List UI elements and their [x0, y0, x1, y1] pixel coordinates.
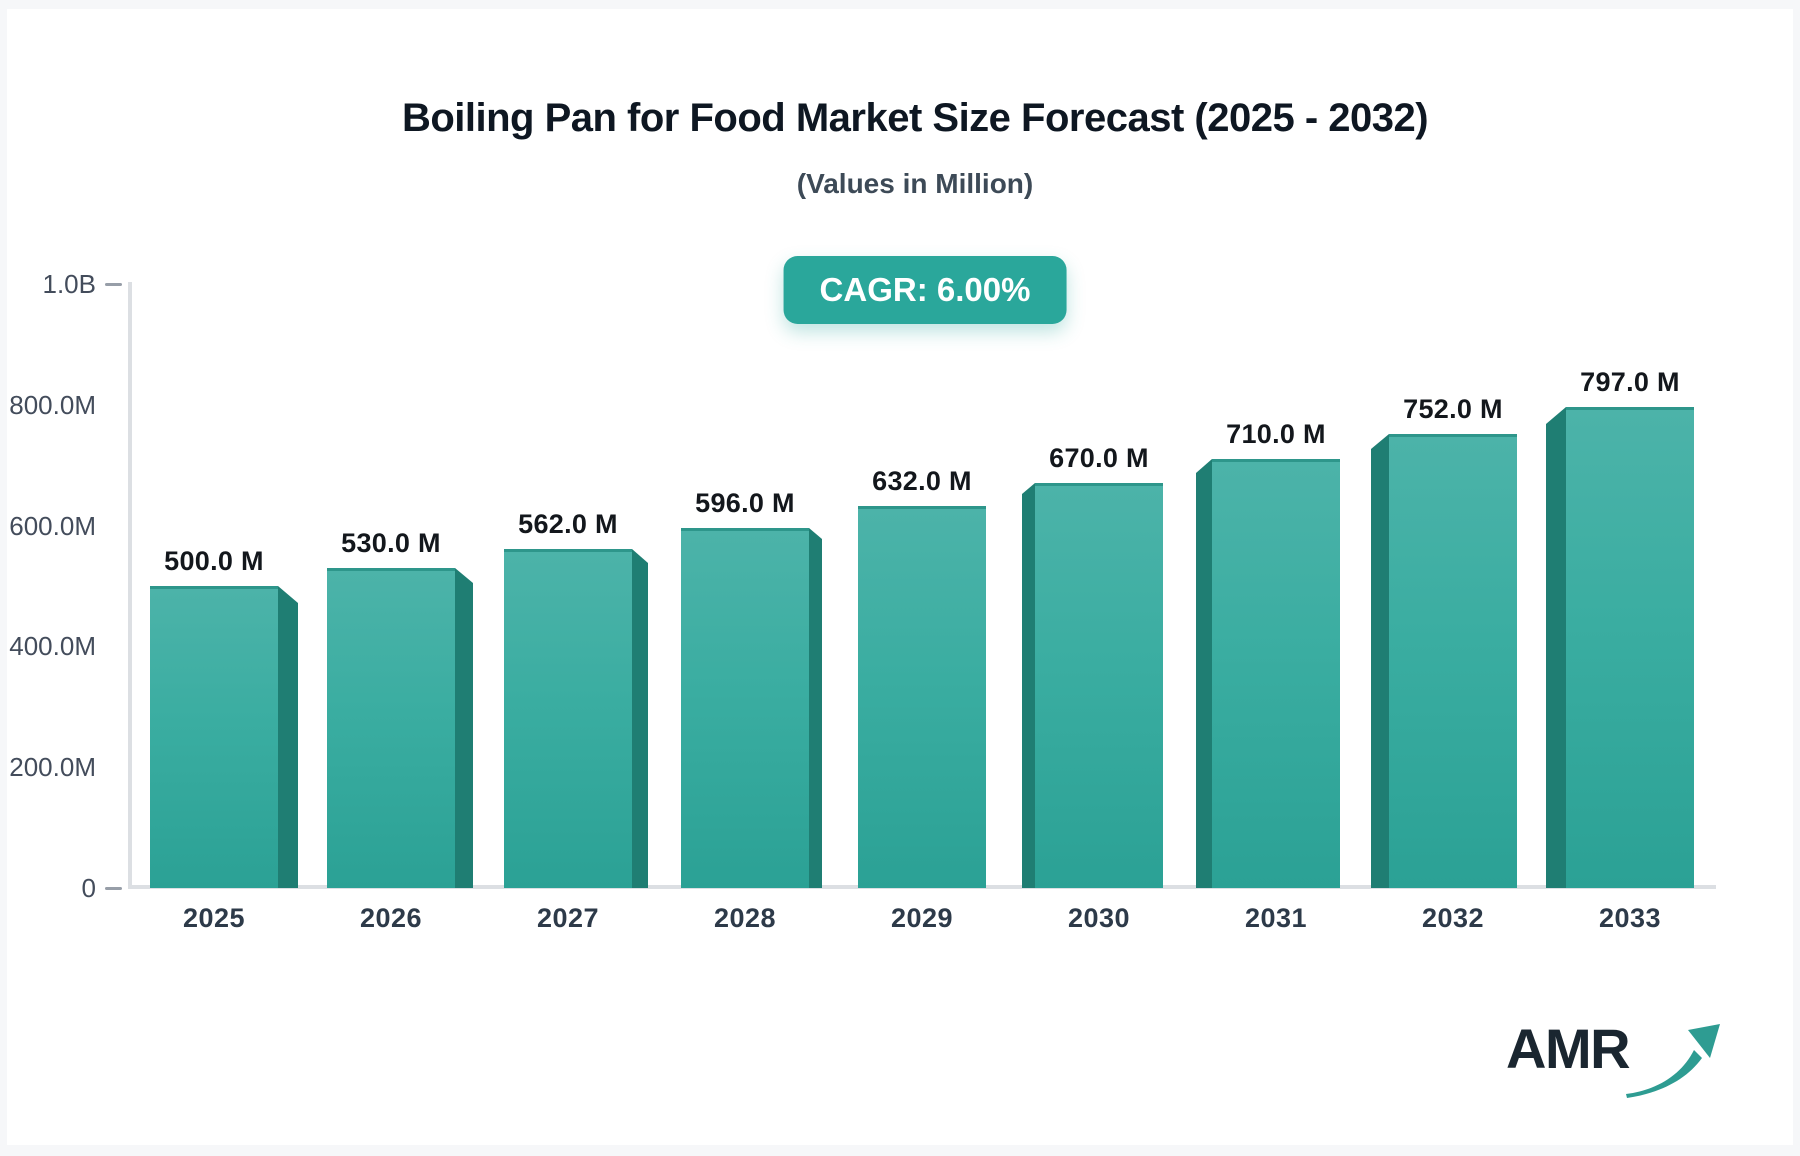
- cagr-badge: CAGR: 6.00%: [783, 256, 1067, 324]
- bar-value-label: 632.0 M: [872, 466, 972, 496]
- y-axis-tick: 600.0M: [0, 511, 122, 541]
- y-axis-tick: 400.0M: [0, 631, 122, 661]
- x-axis-label: 2029: [890, 903, 954, 933]
- x-axis-label: 2028: [713, 903, 777, 933]
- bar-2025[interactable]: [150, 586, 278, 888]
- bar-2027[interactable]: [504, 549, 632, 888]
- bar-value-label: 710.0 M: [1226, 419, 1326, 449]
- bar-value-label: 530.0 M: [341, 528, 441, 558]
- x-axis-label: 2026: [359, 903, 423, 933]
- bar-value-label: 670.0 M: [1049, 443, 1149, 473]
- bar-2032[interactable]: [1389, 434, 1517, 888]
- y-axis-tick-label: 0: [81, 872, 96, 903]
- amr-logo: AMR: [1506, 1016, 1726, 1111]
- y-axis-line: [128, 282, 132, 888]
- y-axis-tick: 800.0M: [0, 390, 122, 420]
- bar-2030[interactable]: [1035, 483, 1163, 888]
- bar-3d-side: [1371, 434, 1389, 888]
- y-axis-tick-label: 200.0M: [9, 751, 96, 782]
- bar-2026[interactable]: [327, 568, 455, 888]
- bar-3d-side: [278, 586, 298, 888]
- x-axis-label: 2031: [1244, 903, 1308, 933]
- y-axis-tick-label: 600.0M: [9, 510, 96, 541]
- chart-subtitle: (Values in Million): [796, 168, 1034, 199]
- bar-3d-side: [1022, 483, 1035, 888]
- bar-value-label: 752.0 M: [1403, 394, 1503, 424]
- bar-2029[interactable]: [858, 506, 986, 888]
- x-axis-label: 2033: [1598, 903, 1662, 933]
- x-axis-label: 2025: [182, 903, 246, 933]
- bar-value-label: 500.0 M: [164, 546, 264, 576]
- bar-2033[interactable]: [1566, 407, 1694, 888]
- y-axis-tick: 200.0M: [0, 752, 122, 782]
- bar-value-label: 797.0 M: [1580, 367, 1680, 397]
- bar-2028[interactable]: [681, 528, 809, 888]
- y-axis-tick: 0: [0, 873, 122, 903]
- bar-3d-side: [455, 568, 473, 888]
- y-axis-tick-label: 1.0B: [42, 268, 97, 299]
- y-axis-tick: 1.0B: [0, 269, 122, 299]
- amr-logo-arrow-icon: [1626, 1024, 1720, 1098]
- x-axis-label: 2027: [536, 903, 600, 933]
- y-axis-tick-label: 400.0M: [9, 630, 96, 661]
- bar-value-label: 596.0 M: [695, 488, 795, 518]
- bar-3d-side: [632, 549, 648, 888]
- y-axis-tick-label: 800.0M: [9, 389, 96, 420]
- bar-value-label: 562.0 M: [518, 509, 618, 539]
- bar-2031[interactable]: [1212, 459, 1340, 888]
- x-axis-label: 2032: [1421, 903, 1485, 933]
- x-axis-label: 2030: [1067, 903, 1131, 933]
- bar-3d-side: [1196, 459, 1212, 888]
- bar-3d-side: [809, 528, 822, 888]
- bar-3d-side: [1546, 407, 1566, 888]
- y-axis-tick-dash: [105, 886, 122, 890]
- amr-logo-text: AMR: [1506, 1017, 1631, 1080]
- y-axis-tick-dash: [105, 282, 122, 286]
- chart-title: Boiling Pan for Food Market Size Forecas…: [401, 96, 1429, 140]
